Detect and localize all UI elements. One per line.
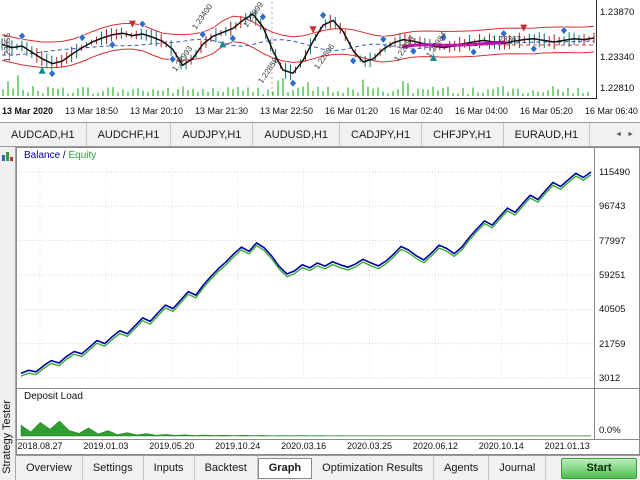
- date-label: 2020.10.14: [478, 441, 524, 451]
- balance-y-label: 59251: [599, 270, 626, 281]
- time-label: 16 Mar 05:20: [519, 105, 573, 116]
- graph-legend: Balance / Equity: [22, 150, 99, 161]
- balance-y-label: 115490: [599, 167, 630, 178]
- price-annotation: 1.23855: [3, 33, 12, 62]
- symbol-tab-euraud[interactable]: EURAUD,H1: [504, 123, 591, 146]
- tester-tab-bar: Overview Settings Inputs Backtest Graph Optim…: [16, 455, 640, 480]
- date-label: 2018.08.27: [17, 441, 63, 451]
- price-annotation: 1.23400: [190, 2, 214, 31]
- time-label: 16 Mar 02:40: [389, 105, 443, 116]
- date-label: 2019.10.24: [215, 441, 261, 451]
- time-axis: 13 Mar 2020 13 Mar 18:50 13 Mar 20:10 13 Ma…: [0, 99, 640, 122]
- tab-settings[interactable]: Settings: [83, 456, 144, 480]
- balance-y-label: 40505: [599, 304, 626, 316]
- balance-y-label: 96743: [599, 201, 626, 213]
- tab-backtest[interactable]: Backtest: [195, 456, 258, 480]
- panel-divider-line: [17, 388, 639, 389]
- symbol-tab-cadjpy[interactable]: CADJPY,H1: [340, 123, 423, 146]
- date-label: 2020.03.16: [281, 441, 327, 451]
- price-annotation: 1.22806: [312, 42, 336, 71]
- tester-graph-panel: Balance / Equity 115490 96743 77997 59251 40…: [16, 147, 640, 455]
- balance-y-label: 77997: [599, 235, 626, 247]
- price-scale-label: 1.22810: [600, 83, 635, 94]
- time-label: 13 Mar 2020: [2, 105, 54, 116]
- symbol-tab-audchf[interactable]: AUDCHF,H1: [87, 123, 172, 146]
- date-label: 2020.03.25: [346, 441, 393, 451]
- tab-scroll-left-icon[interactable]: ◄: [615, 131, 623, 138]
- legend-balance-label: Balance: [24, 150, 61, 161]
- date-label: 2019.05.20: [149, 441, 195, 451]
- time-label: 16 Mar 06:40: [584, 105, 638, 116]
- date-label: 2021.01.13: [544, 441, 590, 451]
- time-label: 13 Mar 18:50: [64, 105, 119, 116]
- time-label: 16 Mar 04:00: [454, 105, 508, 116]
- date-axis: 2018.08.27 2019.01.03 2019.05.20 2019.10.24…: [17, 441, 594, 454]
- symbol-tab-audusd[interactable]: AUDUSD,H1: [253, 123, 340, 146]
- tab-agents[interactable]: Agents: [434, 456, 490, 480]
- balance-y-scale: 115490 96743 77997 59251 40505 21759 3012: [595, 166, 639, 388]
- scale-separator-line: [594, 148, 595, 439]
- symbol-tab-chfjpy[interactable]: CHFJPY,H1: [422, 123, 504, 146]
- symbol-tab-audjpy[interactable]: AUDJPY,H1: [171, 123, 254, 146]
- strategy-tester-strip-label: Strategy Tester: [1, 400, 13, 474]
- time-label: 16 Mar 01:20: [324, 105, 378, 116]
- tab-scroll-controls: ◄ ►: [609, 123, 640, 146]
- balance-y-label: 3012: [599, 373, 621, 384]
- price-scale-label: 1.23870: [600, 7, 635, 18]
- price-scale: 1.23870 1.23340 1.22810: [597, 0, 640, 98]
- tab-scroll-right-icon[interactable]: ►: [627, 131, 634, 138]
- date-label: 2019.01.03: [83, 441, 129, 451]
- time-label: 13 Mar 20:10: [129, 105, 184, 116]
- date-label: 2020.06.12: [412, 441, 458, 451]
- tab-optimization-results[interactable]: Optimization Results: [312, 456, 435, 480]
- price-annotation: 1.23363: [492, 35, 521, 44]
- balance-y-label: 21759: [599, 338, 626, 350]
- start-button[interactable]: Start: [561, 457, 637, 479]
- deposit-load-chart[interactable]: [18, 389, 594, 439]
- time-label: 13 Mar 22:50: [259, 105, 313, 116]
- axis-divider-line: [17, 439, 639, 440]
- strategy-tester-strip[interactable]: Strategy Tester: [0, 147, 16, 480]
- symbol-tab-audcad[interactable]: AUDCAD,H1: [0, 123, 87, 146]
- tab-graph[interactable]: Graph: [257, 457, 313, 479]
- tab-inputs[interactable]: Inputs: [144, 456, 195, 480]
- balance-equity-chart[interactable]: [18, 166, 594, 388]
- legend-equity-label: Equity: [68, 150, 97, 161]
- time-label: 13 Mar 21:30: [194, 105, 248, 116]
- legend-separator: /: [60, 150, 69, 161]
- strategy-tester-icon: [2, 152, 13, 161]
- tab-journal[interactable]: Journal: [489, 456, 547, 480]
- deposit-load-label: Deposit Load: [22, 391, 85, 402]
- symbol-tab-bar: AUDCAD,H1 AUDCHF,H1 AUDJPY,H1 AUDUSD,H1 CADJ…: [0, 122, 640, 147]
- deposit-axis-label: 0.0%: [599, 425, 621, 436]
- price-annotation: 1.22858: [256, 56, 280, 85]
- tab-overview[interactable]: Overview: [16, 456, 83, 480]
- price-scale-label: 1.23340: [600, 52, 635, 63]
